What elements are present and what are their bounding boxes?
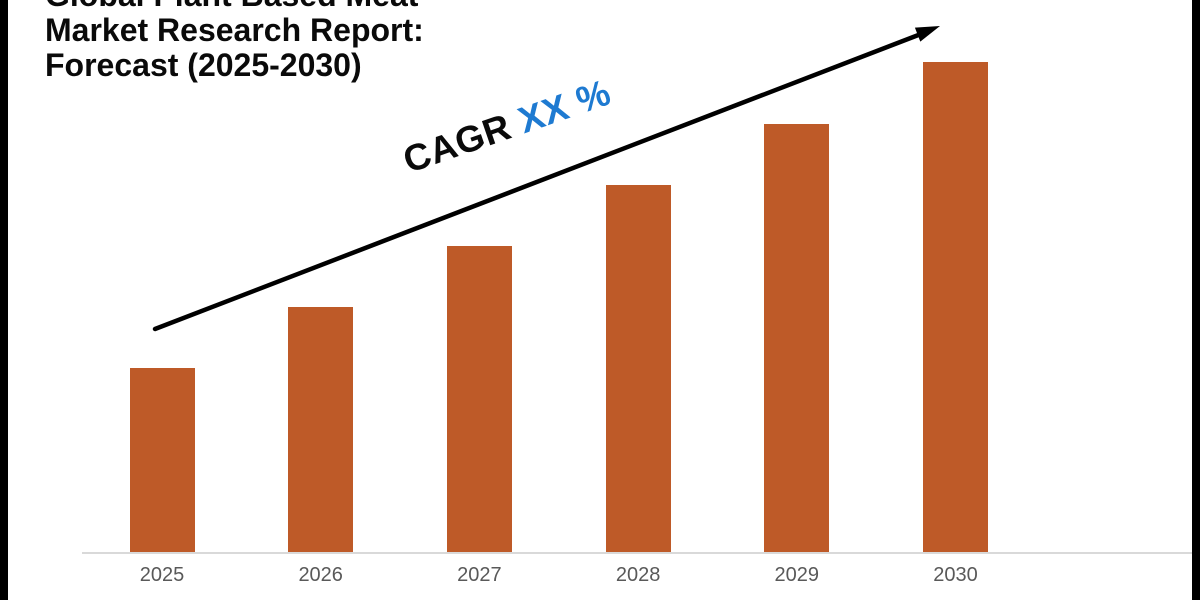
letterbox-right	[1192, 0, 1200, 600]
x-axis-label-2030: 2030	[933, 564, 978, 586]
chart-title-line-1: Global Plant Based Meat	[45, 0, 424, 13]
x-axis-label-2025: 2025	[139, 564, 185, 586]
x-axis-label-2026: 2026	[298, 564, 343, 586]
bar-2028	[605, 184, 671, 552]
bar-2026	[288, 307, 354, 552]
bar-2030	[923, 62, 988, 552]
bar-2027	[446, 246, 512, 552]
bar-2025	[129, 368, 195, 552]
x-axis-line	[82, 552, 1192, 554]
bar-2029	[764, 123, 830, 552]
letterbox-left	[0, 0, 8, 600]
x-axis-label-2027: 2027	[457, 564, 502, 586]
x-axis-label-2028: 2028	[615, 564, 661, 586]
x-axis-label-2029: 2029	[774, 564, 820, 586]
